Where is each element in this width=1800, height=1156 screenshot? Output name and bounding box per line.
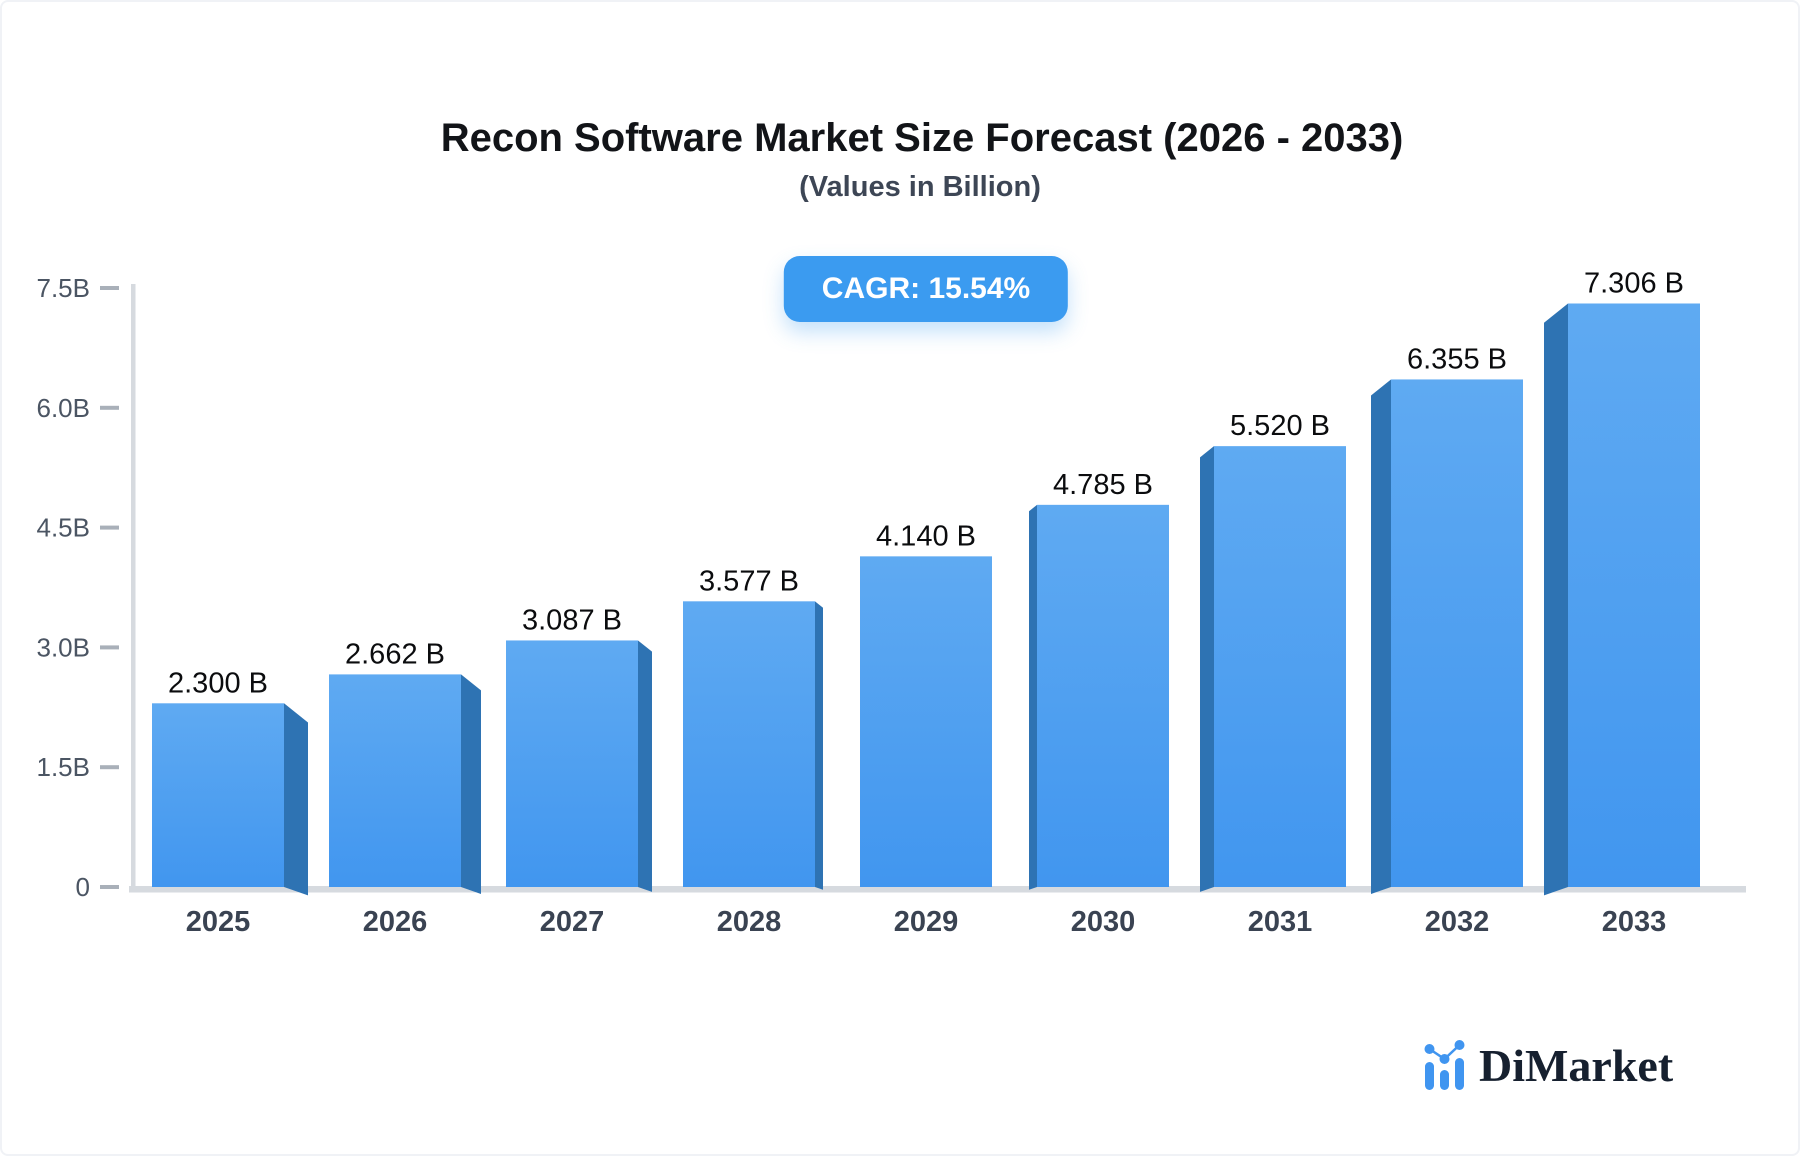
- y-tick: [100, 525, 119, 530]
- bar-side-face: [815, 601, 823, 890]
- y-tick-label: 7.5B: [37, 273, 91, 303]
- bar-value-label: 6.355 B: [1407, 343, 1507, 375]
- bar-side-face: [461, 674, 481, 894]
- bar-side-face: [1200, 446, 1214, 892]
- x-category-label: 2028: [717, 906, 782, 938]
- y-tick: [100, 405, 119, 410]
- bar-front-face: [1037, 504, 1169, 887]
- brand-logo-text: DiMarket: [1479, 1040, 1674, 1091]
- bar-2030: 4.785 B 2030: [1029, 469, 1169, 938]
- bar-side-face: [1029, 504, 1037, 890]
- y-tick-label: 3.0B: [37, 632, 91, 662]
- y-tick: [100, 645, 119, 650]
- bar-value-label: 2.662 B: [345, 638, 445, 670]
- bar-front-face: [506, 640, 638, 887]
- y-tick: [100, 286, 119, 290]
- bar-side-face: [284, 703, 308, 896]
- bar-2026: 2.662 B 2026: [329, 638, 481, 938]
- x-category-label: 2031: [1248, 906, 1313, 938]
- y-tick-label: 4.5B: [37, 513, 91, 543]
- bar-value-label: 4.785 B: [1053, 469, 1153, 501]
- bar-side-face: [638, 640, 652, 892]
- y-tick: [100, 885, 119, 889]
- bar-2033: 7.306 B 2033: [1544, 267, 1700, 938]
- bar-value-label: 5.520 B: [1230, 410, 1330, 442]
- y-tick-label: 1.5B: [37, 752, 91, 782]
- bar-line-chart-logo-icon: [1424, 1040, 1465, 1090]
- y-tick-label: 6.0B: [37, 393, 91, 423]
- x-category-label: 2025: [186, 906, 251, 938]
- bar-value-label: 4.140 B: [876, 520, 976, 552]
- bar-value-label: 7.306 B: [1584, 267, 1684, 299]
- bar-2025: 2.300 B 2025: [152, 667, 308, 938]
- x-category-label: 2026: [363, 906, 428, 938]
- bar-2031: 5.520 B 2031: [1200, 410, 1346, 938]
- bar-value-label: 3.087 B: [522, 604, 622, 636]
- bar-front-face: [1568, 303, 1700, 887]
- bar-2032: 6.355 B 2032: [1371, 343, 1523, 938]
- x-axis-line: [129, 886, 1746, 893]
- y-tick-label: 0: [76, 872, 90, 902]
- bar-front-face: [860, 556, 992, 887]
- bar-2029: 4.140 B 2029: [860, 520, 992, 938]
- bar-front-face: [683, 601, 815, 887]
- cagr-badge: CAGR: 15.54%: [783, 256, 1069, 322]
- bar-2027: 3.087 B 2027: [506, 604, 652, 938]
- bar-front-face: [1391, 379, 1523, 887]
- cagr-badge-label: CAGR: 15.54%: [821, 272, 1031, 305]
- x-category-label: 2032: [1425, 906, 1490, 938]
- brand-logo: DiMarket: [1423, 1040, 1673, 1092]
- y-axis-line: [131, 284, 136, 891]
- bar-value-label: 2.300 B: [168, 667, 268, 699]
- page-subtitle: (Values in Billion): [799, 171, 1041, 203]
- bar-side-face: [1544, 303, 1568, 896]
- bar-front-face: [1214, 446, 1346, 887]
- y-tick: [100, 765, 119, 770]
- x-category-label: 2029: [894, 906, 959, 938]
- x-category-label: 2033: [1602, 906, 1667, 938]
- bar-2028: 3.577 B 2028: [683, 565, 823, 938]
- x-category-label: 2027: [540, 906, 605, 938]
- page-title: Recon Software Market Size Forecast (202…: [440, 116, 1404, 160]
- bar-front-face: [152, 703, 284, 887]
- x-category-label: 2030: [1071, 906, 1136, 938]
- bar-front-face: [329, 674, 461, 887]
- bar-value-label: 3.577 B: [699, 565, 799, 597]
- bar-side-face: [1371, 379, 1391, 894]
